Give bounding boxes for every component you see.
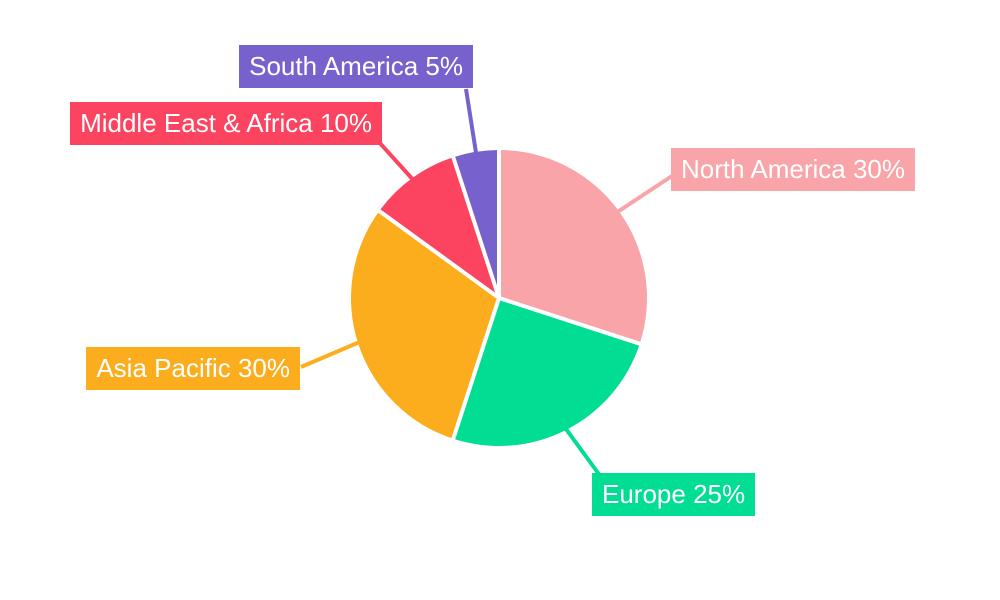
- leader-line-europe: [563, 426, 603, 479]
- pie-slice-north-america[interactable]: [499, 150, 647, 344]
- pie-slice-asia-pacific[interactable]: [351, 211, 499, 439]
- pie-slice-middle-east-africa[interactable]: [379, 157, 499, 298]
- leader-line-south-america: [464, 88, 479, 155]
- pie-label-middle-east-africa: Middle East & Africa 10%: [70, 102, 382, 145]
- pie-label-asia-pacific: Asia Pacific 30%: [86, 347, 300, 390]
- pie-label-north-america: North America 30%: [671, 148, 915, 191]
- leader-line-asia-pacific: [300, 340, 361, 369]
- pie-label-europe: Europe 25%: [592, 473, 756, 516]
- pie-slice-europe[interactable]: [453, 298, 640, 447]
- slice-separator: [451, 155, 501, 299]
- pie-label-south-america: South America 5%: [239, 45, 473, 88]
- slice-separator: [451, 297, 501, 441]
- slice-separator: [377, 208, 501, 300]
- slice-separator: [498, 296, 642, 346]
- leader-line-north-america: [616, 174, 674, 214]
- leader-line-middle-east-africa: [376, 139, 415, 182]
